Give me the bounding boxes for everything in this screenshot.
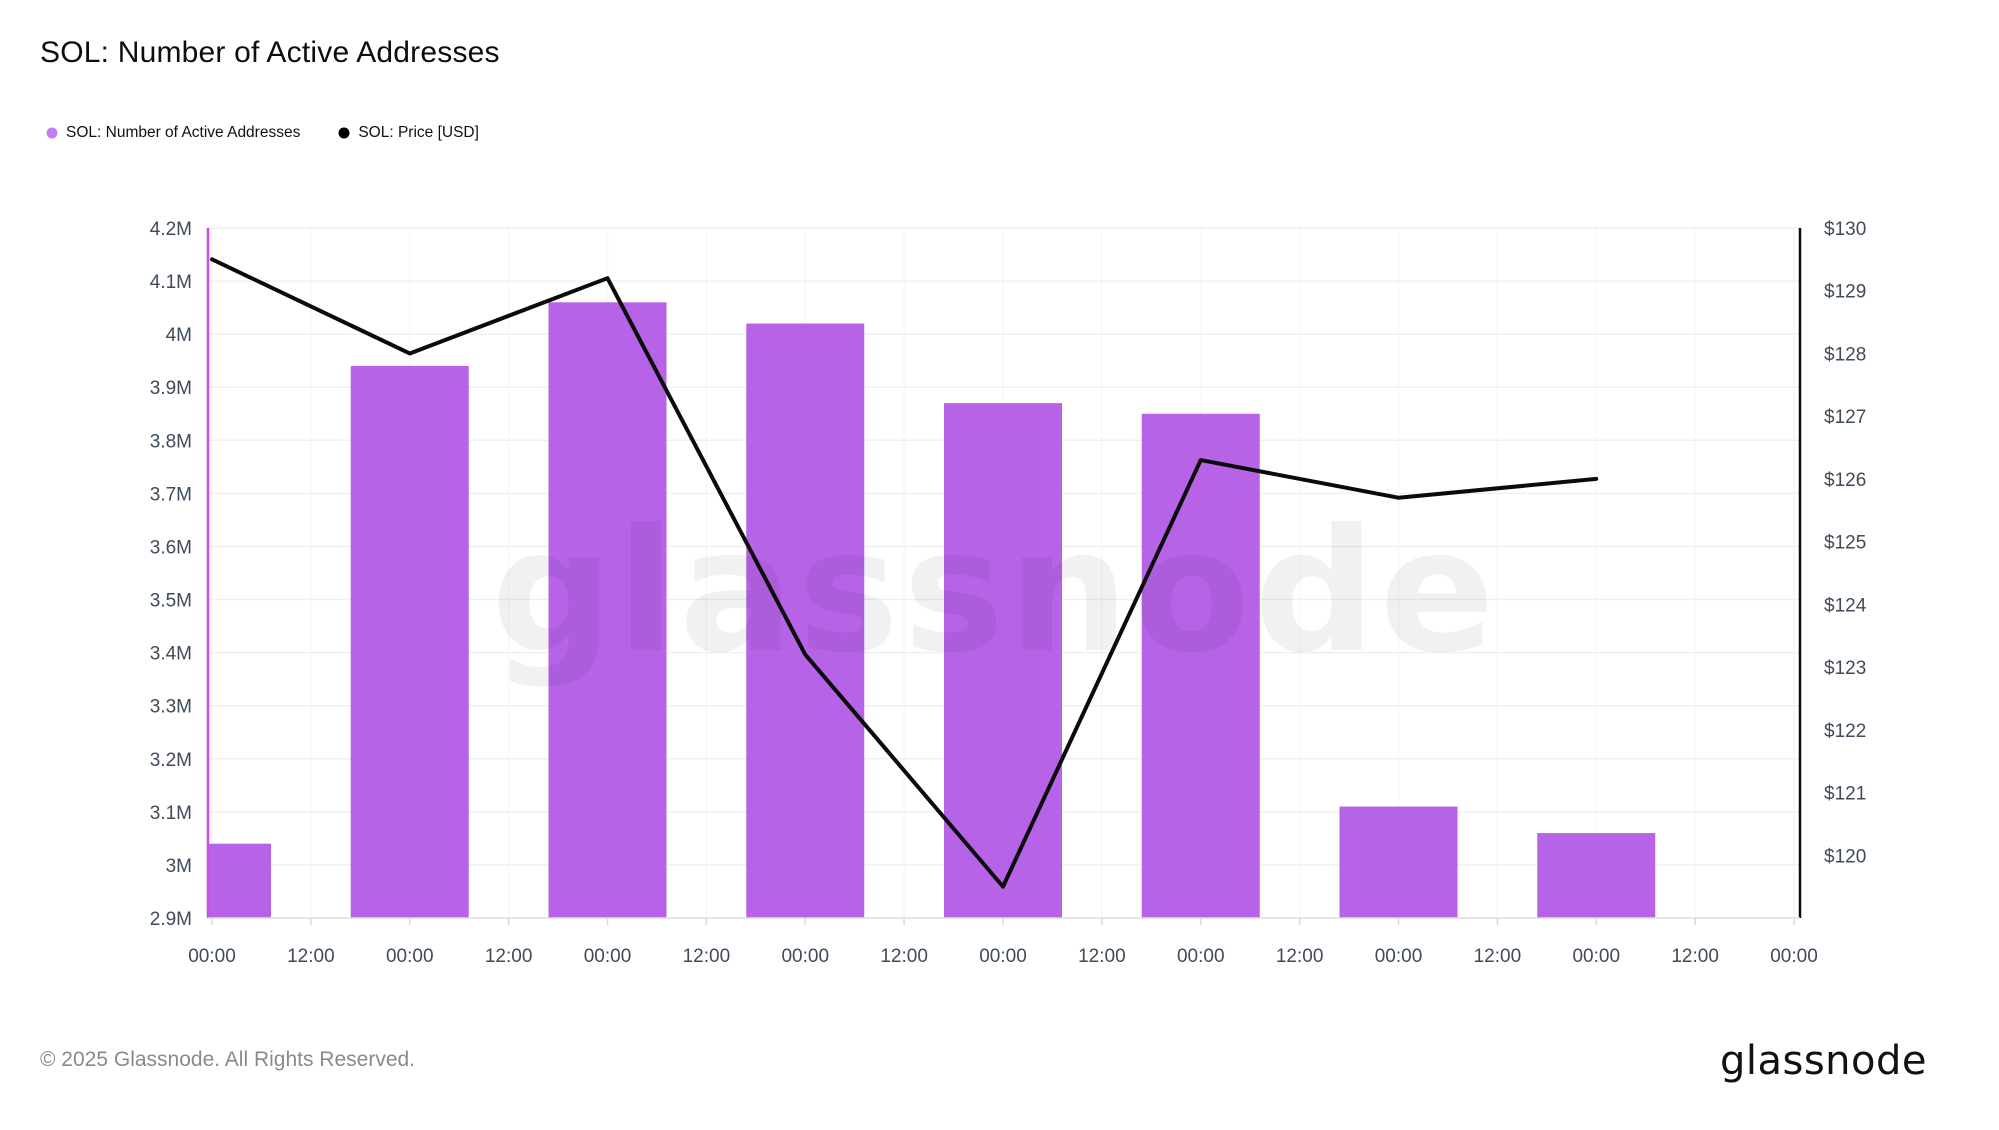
left-axis-tick-label: 3M <box>166 856 192 877</box>
right-axis-tick-label: $126 <box>1824 470 1866 491</box>
chart-title: SOL: Number of Active Addresses <box>40 36 500 69</box>
glassnode-logo: glassnode <box>1719 1038 1927 1084</box>
left-axis-tick-label: 3.4M <box>150 644 192 665</box>
watermark: glassnode <box>491 493 1499 691</box>
left-axis-tick-label: 3.1M <box>150 803 192 824</box>
left-axis-tick-label: 3.2M <box>150 750 192 771</box>
x-axis-tick-label: 00:00 <box>584 946 632 967</box>
legend-dot-addresses <box>46 127 58 139</box>
bar-active-addresses <box>209 843 271 918</box>
x-axis-tick-label: 00:00 <box>1177 946 1225 967</box>
x-axis-tick-label: 12:00 <box>287 946 335 967</box>
x-axis-tick-label: 12:00 <box>485 946 533 967</box>
x-axis-tick-label: 12:00 <box>1474 946 1522 967</box>
left-axis-tick-label: 4.2M <box>150 219 192 240</box>
right-axis-tick-label: $121 <box>1824 784 1866 805</box>
left-axis-tick-label: 4.1M <box>150 272 192 293</box>
legend-dot-price <box>338 127 350 139</box>
legend-label-addresses: SOL: Number of Active Addresses <box>66 124 301 141</box>
right-axis-tick-label: $130 <box>1824 219 1866 240</box>
left-axis-tick-label: 4M <box>166 325 192 346</box>
x-axis-tick-label: 00:00 <box>979 946 1027 967</box>
bar-active-addresses <box>944 403 1062 919</box>
bar-active-addresses <box>350 366 469 918</box>
left-axis-tick-label: 3.7M <box>150 484 192 505</box>
right-axis-tick-label: $127 <box>1824 407 1866 428</box>
x-axis-tick-label: 12:00 <box>1078 946 1126 967</box>
right-axis-tick-label: $125 <box>1824 533 1866 554</box>
price-line <box>210 257 1599 889</box>
left-axis-tick-label: 3.3M <box>150 697 192 718</box>
x-axis-tick-label: 00:00 <box>1572 946 1620 967</box>
legend-marker-addresses-icon <box>46 127 58 139</box>
left-axis-tick-label: 2.9M <box>150 909 192 930</box>
legend-item-active-addresses[interactable]: SOL: Number of Active Addresses <box>46 124 300 142</box>
left-axis-tick-label: 3.8M <box>150 431 192 452</box>
x-axis-tick-label: 00:00 <box>781 946 829 967</box>
right-axis-tick-label: $120 <box>1824 846 1866 867</box>
x-axis-tick-label: 00:00 <box>1375 946 1423 967</box>
right-axis-tick-label: $123 <box>1824 658 1866 679</box>
x-axis-tick-label: 00:00 <box>1770 946 1818 967</box>
x-axis-tick-label: 00:00 <box>188 946 236 967</box>
bar-active-addresses <box>548 302 667 918</box>
left-axis-tick-label: 3.9M <box>150 378 192 399</box>
legend-marker-price-icon <box>338 127 350 139</box>
right-axis-tick-label: $122 <box>1824 721 1866 742</box>
bar-active-addresses <box>1141 413 1260 918</box>
footer-copyright: © 2025 Glassnode. All Rights Reserved. <box>40 1048 416 1071</box>
x-axis-tick-label: 12:00 <box>1276 946 1324 967</box>
right-axis-tick-label: $129 <box>1824 282 1866 303</box>
bar-active-addresses <box>1339 806 1458 918</box>
x-axis-tick-label: 00:00 <box>386 946 434 967</box>
left-axis-tick-label: 3.6M <box>150 537 192 558</box>
bar-active-addresses <box>1537 833 1656 918</box>
x-axis-tick-label: 12:00 <box>1671 946 1719 967</box>
legend: SOL: Number of Active Addresses SOL: Pri… <box>46 124 479 142</box>
left-axis-tick-label: 3.5M <box>150 591 192 612</box>
right-axis-tick-label: $124 <box>1824 595 1867 616</box>
bar-active-addresses <box>746 323 865 918</box>
right-axis-tick-label: $128 <box>1824 344 1866 365</box>
legend-label-price: SOL: Price [USD] <box>358 124 479 141</box>
x-axis-tick-label: 12:00 <box>880 946 928 967</box>
x-axis-tick-label: 12:00 <box>683 946 731 967</box>
legend-item-price[interactable]: SOL: Price [USD] <box>338 124 479 142</box>
